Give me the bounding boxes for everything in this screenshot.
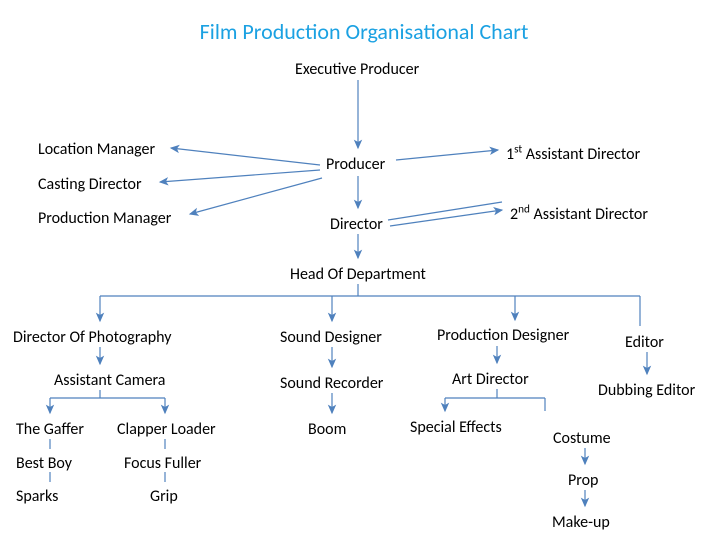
node-dubbing-editor: Dubbing Editor	[598, 381, 695, 400]
node-casting-director: Casting Director	[38, 175, 142, 194]
node-editor: Editor	[625, 333, 664, 352]
chart-title: Film Production Organisational Chart	[0, 18, 728, 45]
node-art-director: Art Director	[452, 370, 529, 389]
node-producer: Producer	[326, 155, 385, 174]
node-director: Director	[330, 215, 383, 234]
node-special-effects: Special Effects	[410, 418, 502, 437]
node-second-ad: 2nd Assistant Director	[510, 205, 648, 224]
node-sound-recorder: Sound Recorder	[280, 374, 383, 393]
node-focus-fuller: Focus Fuller	[124, 454, 201, 473]
node-boom: Boom	[308, 420, 346, 439]
node-exec-producer: Executive Producer	[295, 60, 419, 79]
node-first-ad: 1st Assistant Director	[506, 145, 640, 164]
node-clapper-loader: Clapper Loader	[117, 420, 216, 439]
node-production-designer: Production Designer	[437, 326, 569, 345]
node-head-of-dept: Head Of Department	[290, 265, 426, 284]
node-makeup: Make-up	[552, 513, 610, 532]
node-assistant-camera: Assistant Camera	[54, 371, 165, 390]
node-grip: Grip	[150, 487, 178, 506]
node-location-manager: Location Manager	[38, 140, 155, 159]
node-production-manager: Production Manager	[38, 209, 171, 228]
node-sound-designer: Sound Designer	[280, 328, 382, 347]
node-costume: Costume	[553, 429, 611, 448]
node-prop: Prop	[568, 471, 598, 490]
node-best-boy: Best Boy	[16, 454, 72, 473]
node-sparks: Sparks	[16, 487, 58, 506]
node-gaffer: The Gaffer	[16, 420, 84, 439]
node-dop: Director Of Photography	[13, 328, 172, 347]
